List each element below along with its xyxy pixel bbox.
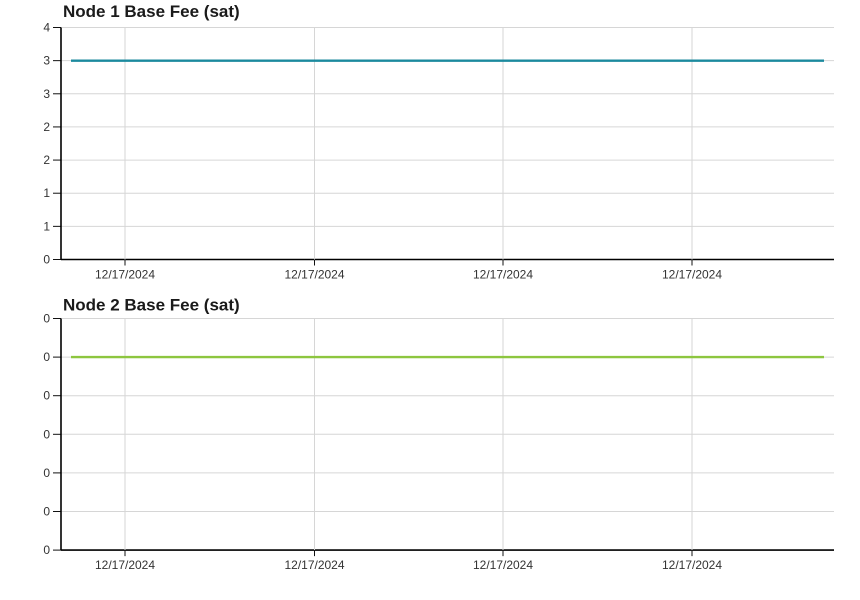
svg-text:2: 2 <box>43 153 50 167</box>
svg-text:0: 0 <box>43 543 50 557</box>
svg-text:4: 4 <box>43 21 50 35</box>
svg-text:3: 3 <box>43 54 50 68</box>
svg-text:12/17/2024: 12/17/2024 <box>284 268 344 282</box>
svg-text:1: 1 <box>43 186 50 200</box>
svg-text:3: 3 <box>43 87 50 101</box>
svg-text:0: 0 <box>43 312 50 326</box>
svg-text:12/17/2024: 12/17/2024 <box>95 558 155 572</box>
svg-text:12/17/2024: 12/17/2024 <box>473 558 533 572</box>
svg-text:0: 0 <box>43 350 50 364</box>
svg-text:2: 2 <box>43 120 50 134</box>
svg-text:1: 1 <box>43 219 50 233</box>
svg-text:0: 0 <box>43 253 50 267</box>
svg-text:12/17/2024: 12/17/2024 <box>662 268 722 282</box>
svg-text:Node 1 Base Fee (sat): Node 1 Base Fee (sat) <box>63 2 240 21</box>
svg-text:12/17/2024: 12/17/2024 <box>95 268 155 282</box>
svg-text:Node 2 Base Fee (sat): Node 2 Base Fee (sat) <box>63 295 240 314</box>
svg-text:0: 0 <box>43 466 50 480</box>
svg-text:12/17/2024: 12/17/2024 <box>473 268 533 282</box>
svg-text:12/17/2024: 12/17/2024 <box>662 558 722 572</box>
svg-text:0: 0 <box>43 389 50 403</box>
svg-text:12/17/2024: 12/17/2024 <box>284 558 344 572</box>
svg-text:0: 0 <box>43 427 50 441</box>
svg-text:0: 0 <box>43 505 50 519</box>
